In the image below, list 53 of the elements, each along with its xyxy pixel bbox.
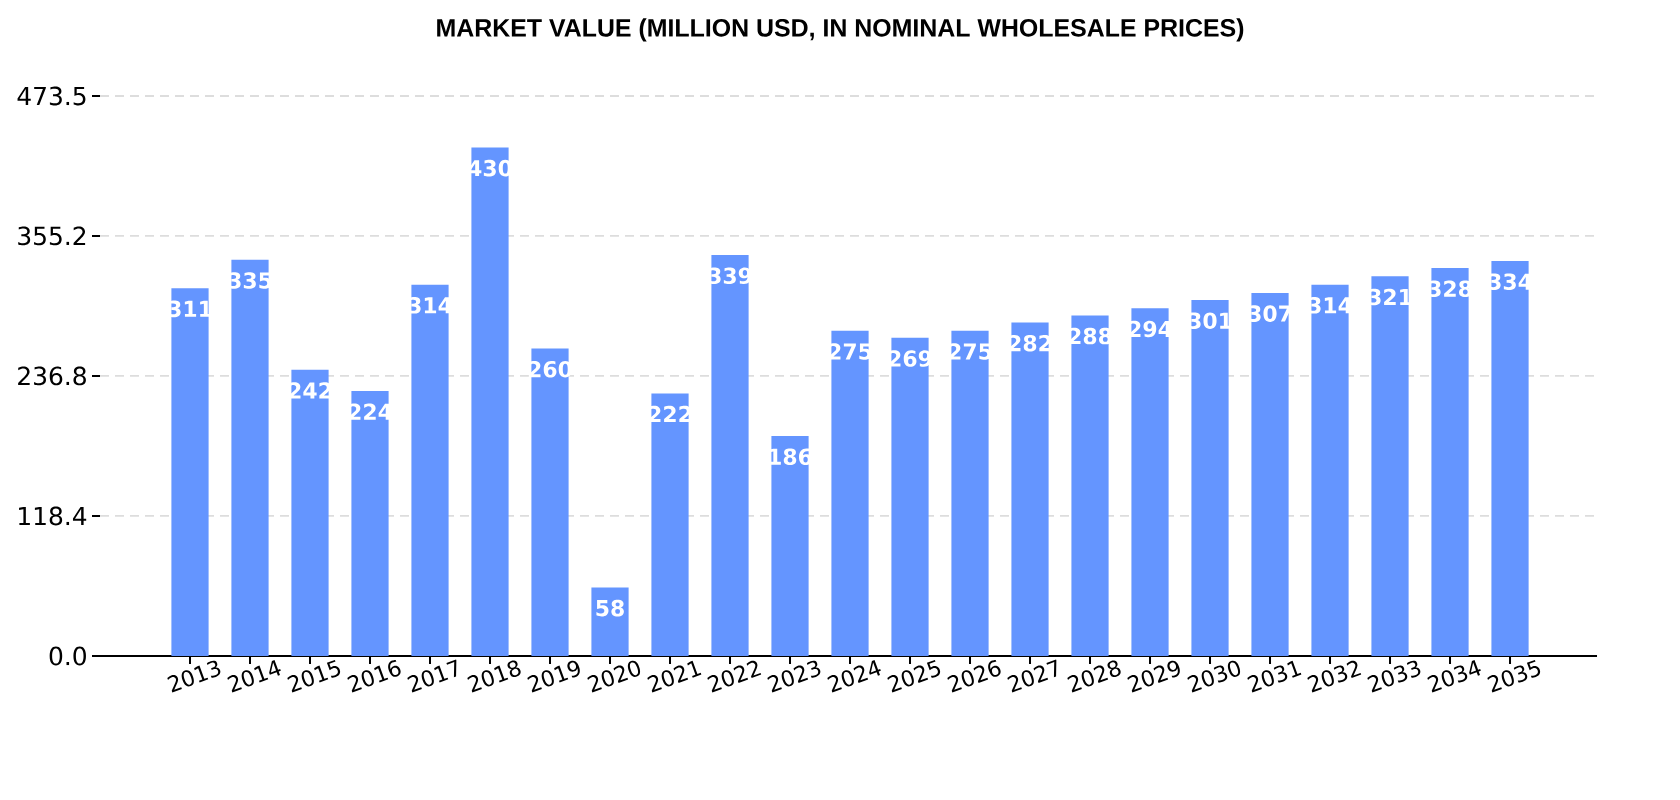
x-tick-label: 2017 [407,659,457,693]
bar [1071,315,1109,656]
bar [231,259,269,656]
x-tick-label: 2028 [1067,660,1121,693]
x-tick-label: 2031 [1247,660,1302,693]
data-label: 58 [596,599,624,617]
bar [1371,276,1409,656]
x-tick-label: 2029 [1127,660,1180,693]
x-tick-label: 2021 [647,660,702,693]
bar [411,284,449,656]
y-tick-label: 473.5 [17,86,86,106]
bar [1431,268,1469,656]
bar [1491,260,1529,656]
bar [711,255,749,656]
x-tick-label: 2024 [827,660,881,693]
bar [591,587,629,656]
bar [351,391,389,656]
y-tick-label: 118.4 [19,506,87,526]
x-tick-label: 2033 [1367,660,1421,693]
x-tick-label: 2013 [167,660,221,693]
x-tick-label: 2020 [587,660,641,693]
y-tick-label: 236.8 [18,366,86,386]
bar [471,147,509,656]
y-tick-label: 355.2 [18,226,86,246]
bar [951,330,989,656]
x-tick-label: 2027 [1007,659,1057,693]
x-tick-label: 2015 [287,659,341,693]
bar [891,337,929,656]
bar [291,369,329,656]
bar [771,436,809,656]
chart-title: MARKET VALUE (MILLION USD, IN NOMINAL WHOLESALE PRICES) [437,18,1244,42]
x-tick-label: 2030 [1187,660,1241,693]
bar [651,393,689,656]
x-tick-label: 2022 [707,660,762,693]
x-tick-label: 2023 [767,660,821,693]
x-tick-label: 2018 [467,660,521,693]
x-tick-label: 2025 [887,659,941,693]
bar [531,348,569,656]
x-tick-label: 2032 [1307,660,1362,693]
bar [1131,308,1169,656]
bar [1251,292,1289,656]
x-tick-label: 2035 [1487,659,1541,693]
x-tick-label: 2016 [347,660,401,693]
x-tick-label: 2019 [527,660,580,693]
bar [831,330,869,656]
y-tick-label: 0.0 [49,646,86,666]
bar [1011,322,1049,656]
x-tick-label: 2014 [227,660,281,693]
bar [171,288,209,656]
bar [1311,284,1349,656]
bar [1191,300,1229,656]
x-tick-label: 2026 [947,660,1001,693]
x-tick-label: 2034 [1427,660,1481,693]
